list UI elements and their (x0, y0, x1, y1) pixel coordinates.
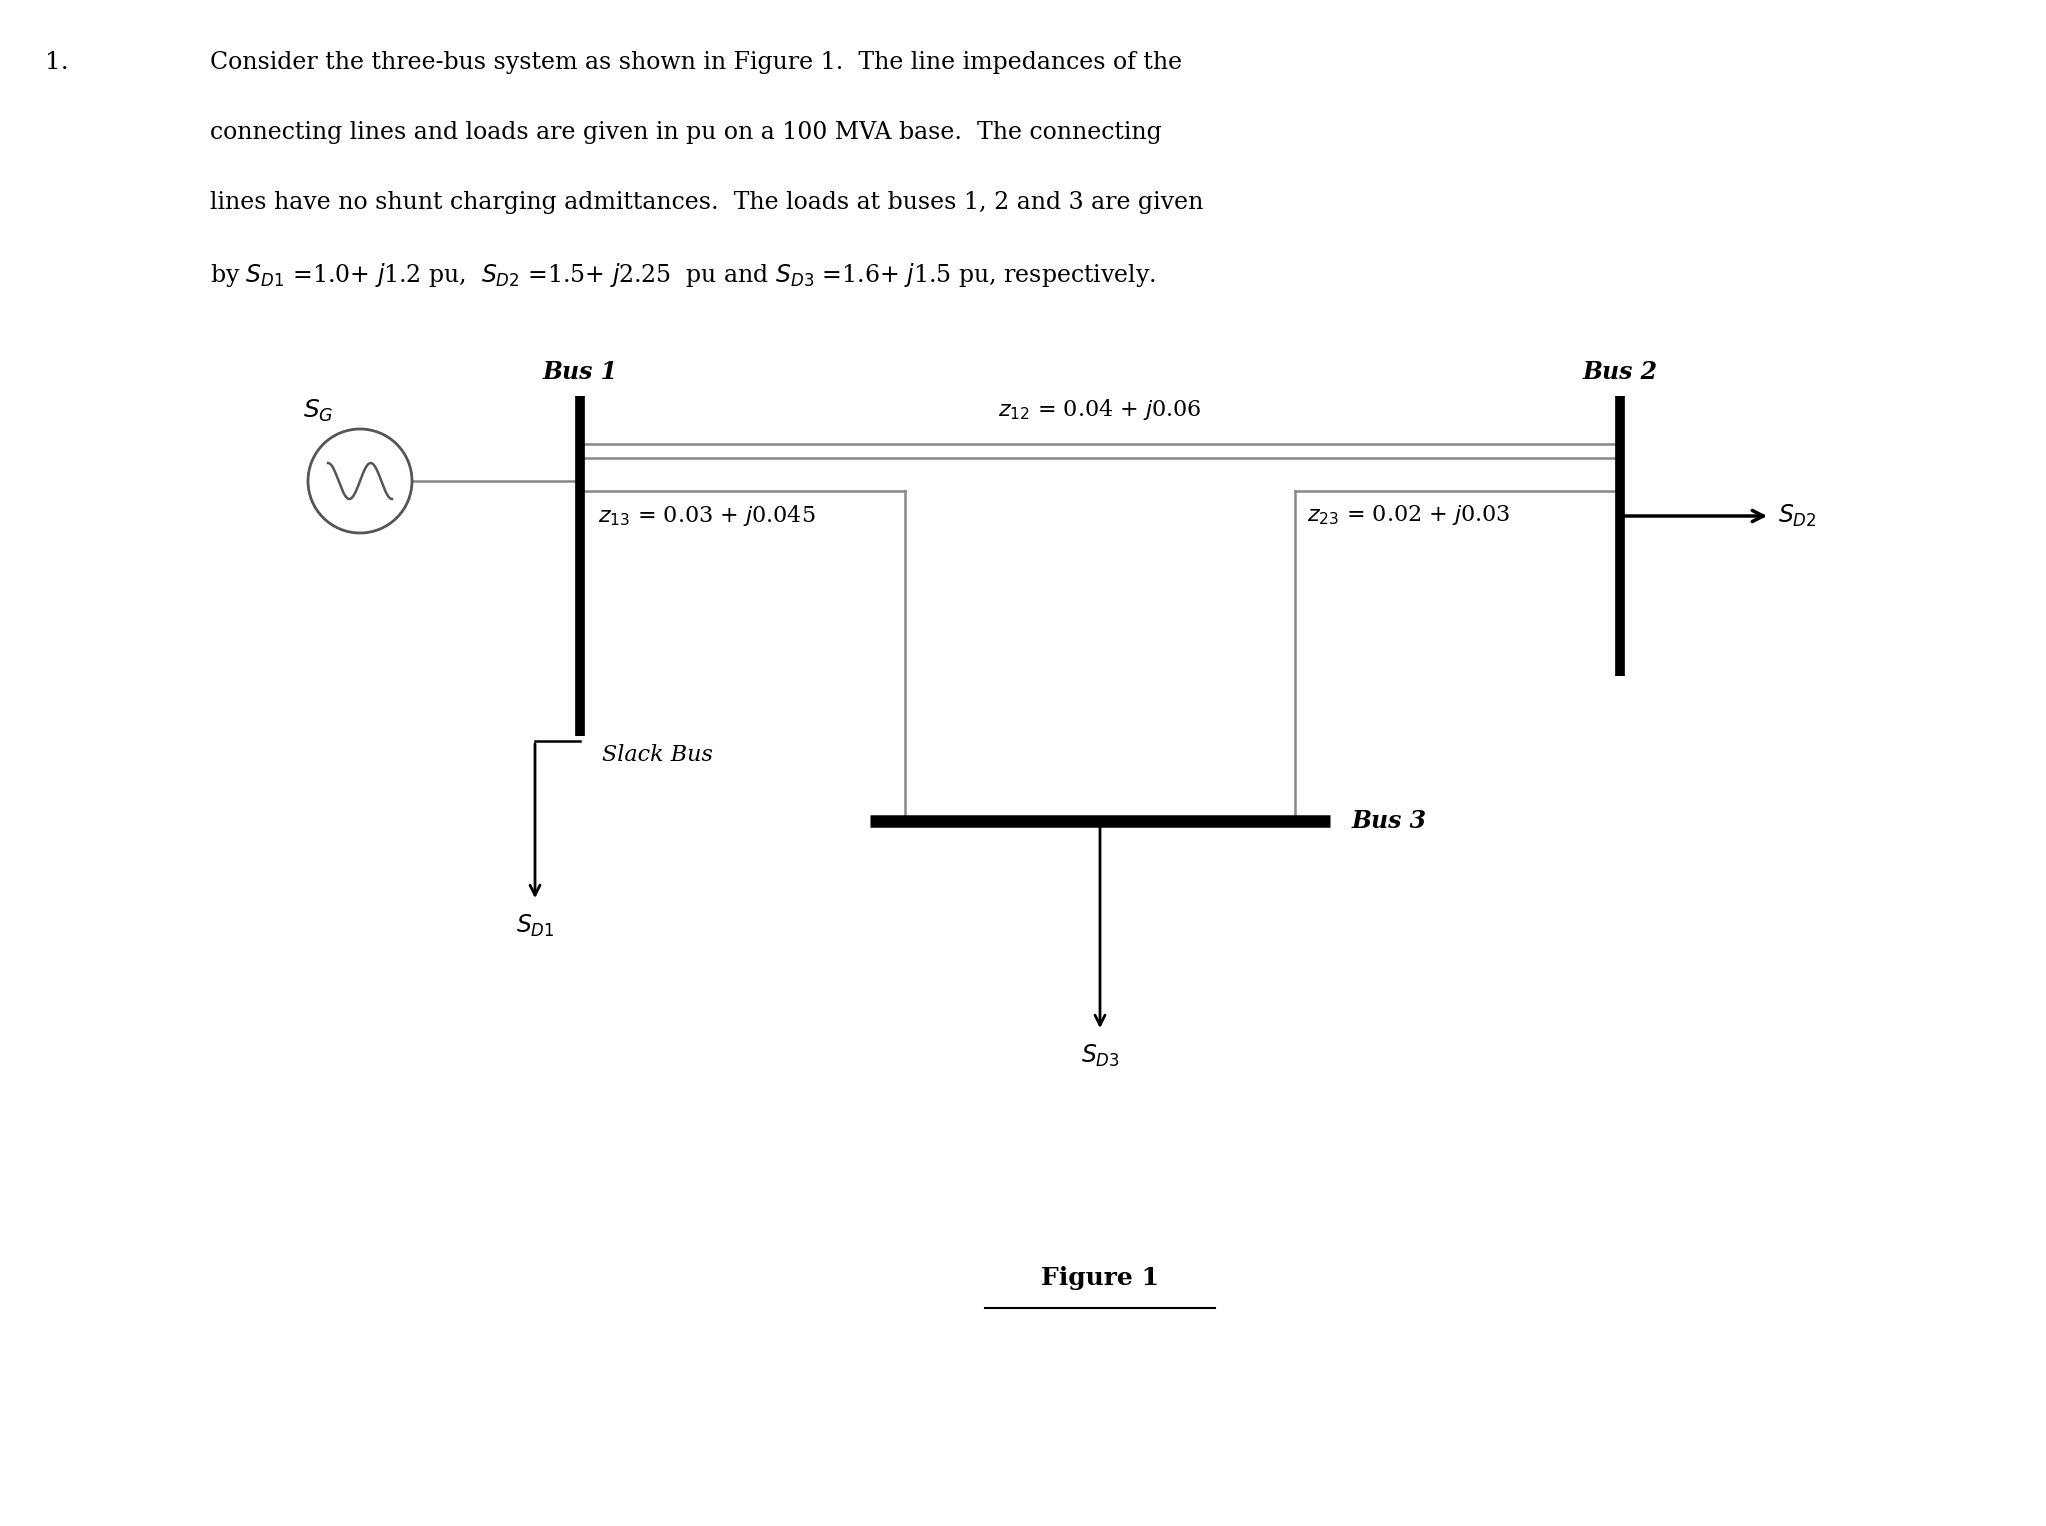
Text: 1.: 1. (45, 50, 70, 73)
Text: $S_G$: $S_G$ (303, 398, 333, 424)
Text: $z_{23}$ = 0.02 + $j$0.03: $z_{23}$ = 0.02 + $j$0.03 (1307, 504, 1510, 526)
Text: Consider the three-bus system as shown in Figure 1.  The line impedances of the: Consider the three-bus system as shown i… (211, 50, 1183, 73)
Text: Slack Bus: Slack Bus (602, 745, 712, 766)
Text: $z_{12}$ = 0.04 + $j$0.06: $z_{12}$ = 0.04 + $j$0.06 (998, 397, 1201, 423)
Text: lines have no shunt charging admittances.  The loads at buses 1, 2 and 3 are giv: lines have no shunt charging admittances… (211, 191, 1203, 214)
Text: $S_{D1}$: $S_{D1}$ (516, 913, 554, 938)
Text: Bus 3: Bus 3 (1352, 809, 1428, 833)
Text: $S_{D2}$: $S_{D2}$ (1778, 504, 1817, 530)
Text: connecting lines and loads are given in pu on a 100 MVA base.  The connecting: connecting lines and loads are given in … (211, 121, 1162, 143)
Text: $z_{13}$ = 0.03 + $j$0.045: $z_{13}$ = 0.03 + $j$0.045 (597, 504, 816, 528)
Text: Bus 1: Bus 1 (542, 360, 618, 385)
Text: by $S_{D1}$ =1.0+ $j$1.2 pu,  $S_{D2}$ =1.5+ $j$2.25  pu and $S_{D3}$ =1.6+ $j$1: by $S_{D1}$ =1.0+ $j$1.2 pu, $S_{D2}$ =1… (211, 261, 1156, 288)
Text: Bus 2: Bus 2 (1582, 360, 1657, 385)
Text: Figure 1: Figure 1 (1041, 1267, 1158, 1289)
Text: $S_{D3}$: $S_{D3}$ (1080, 1042, 1119, 1070)
